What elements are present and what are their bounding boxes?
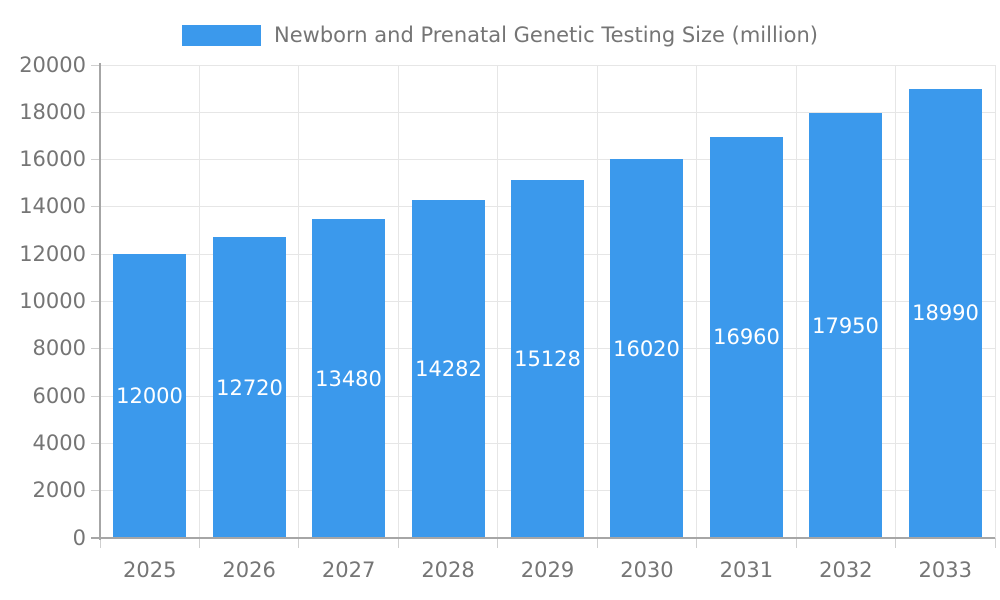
bar-2031[interactable]: 16960	[710, 136, 783, 538]
y-axis-tick-label: 10000	[19, 289, 86, 313]
x-axis-tick	[497, 538, 499, 548]
x-axis-tick-label: 2030	[620, 558, 674, 582]
y-axis-tick-label: 16000	[19, 147, 86, 172]
x-axis-tick	[795, 538, 797, 548]
gridline-vertical	[994, 65, 996, 538]
x-axis-tick-label: 2027	[321, 558, 376, 582]
x-axis-tick	[198, 538, 200, 548]
y-axis-tick-label: 6000	[32, 383, 86, 408]
x-axis-line	[91, 537, 995, 539]
x-axis-tick	[994, 538, 996, 548]
bar-2032[interactable]: 17950	[809, 113, 882, 538]
bar-value-label: 15128	[514, 347, 581, 372]
y-axis-tick	[91, 490, 100, 492]
bar-2028[interactable]: 14282	[412, 200, 485, 538]
x-axis-tick	[895, 538, 897, 548]
x-axis-tick-label: 2033	[918, 558, 972, 582]
y-axis-tick-label: 0	[72, 525, 86, 550]
y-axis-line	[99, 63, 101, 540]
y-axis-tick	[91, 64, 100, 66]
bar-2029[interactable]: 15128	[511, 180, 584, 538]
y-axis-tick-label: 12000	[19, 241, 86, 266]
bar-value-label: 16020	[613, 336, 680, 361]
bar-2026[interactable]: 12720	[213, 237, 286, 538]
gridline-vertical	[298, 65, 300, 538]
x-axis-tick	[298, 538, 300, 548]
x-axis-tick-label: 2025	[123, 558, 177, 582]
gridline-horizontal	[100, 111, 995, 113]
gridline-vertical	[696, 65, 698, 538]
gridline-vertical	[596, 65, 598, 538]
x-axis-tick	[397, 538, 399, 548]
gridline-vertical	[397, 65, 399, 538]
bar-2030[interactable]: 16020	[610, 159, 683, 538]
x-axis-tick	[596, 538, 598, 548]
gridline-vertical	[198, 65, 200, 538]
chart-legend[interactable]: Newborn and Prenatal Genetic Testing Siz…	[0, 23, 1000, 48]
y-axis-tick-label: 14000	[19, 194, 86, 219]
x-axis-tick-label: 2026	[222, 558, 276, 582]
x-axis-tick	[99, 538, 101, 548]
gridline-vertical	[795, 65, 797, 538]
y-axis-tick	[91, 395, 100, 397]
bar-value-label: 16960	[713, 325, 780, 350]
y-axis-tick-label: 4000	[32, 430, 86, 455]
y-axis-tick	[91, 348, 100, 350]
x-axis-tick-label: 2031	[719, 558, 774, 582]
gridline-vertical	[497, 65, 499, 538]
bar-value-label: 14282	[415, 357, 482, 382]
y-axis-tick	[91, 206, 100, 208]
bar-value-label: 12720	[216, 375, 283, 400]
y-axis-tick-label: 8000	[32, 336, 86, 361]
bar-2027[interactable]: 13480	[312, 219, 385, 538]
bar-value-label: 17950	[812, 313, 879, 338]
x-axis-tick-label: 2032	[819, 558, 873, 582]
gridline-horizontal	[100, 159, 995, 161]
bar-value-label: 18990	[912, 301, 979, 326]
y-axis-tick	[91, 253, 100, 255]
x-axis-tick	[696, 538, 698, 548]
gridline-vertical	[895, 65, 897, 538]
x-axis-tick-label: 2028	[421, 558, 475, 582]
x-axis-tick-label: 2029	[520, 558, 575, 582]
plot-area: 0 2000 4000 6000 8000 10000 12000 14000 16000 180…	[19, 54, 996, 581]
y-axis-tick	[91, 159, 100, 161]
legend-label: Newborn and Prenatal Genetic Testing Siz…	[274, 23, 818, 47]
y-axis-tick-label: 20000	[19, 52, 86, 77]
y-axis-tick-label: 2000	[32, 478, 86, 503]
y-axis-tick	[91, 111, 100, 113]
y-axis-tick	[91, 442, 100, 444]
bar-2033[interactable]: 18990	[909, 88, 982, 538]
bar-value-label: 12000	[116, 384, 183, 409]
bar-value-label: 13480	[315, 366, 382, 391]
gridline-horizontal	[100, 64, 995, 66]
y-axis-tick	[91, 301, 100, 302]
y-axis-tick-label: 18000	[19, 99, 86, 124]
legend-swatch	[182, 25, 262, 46]
bar-2025[interactable]: 12000	[113, 254, 186, 538]
